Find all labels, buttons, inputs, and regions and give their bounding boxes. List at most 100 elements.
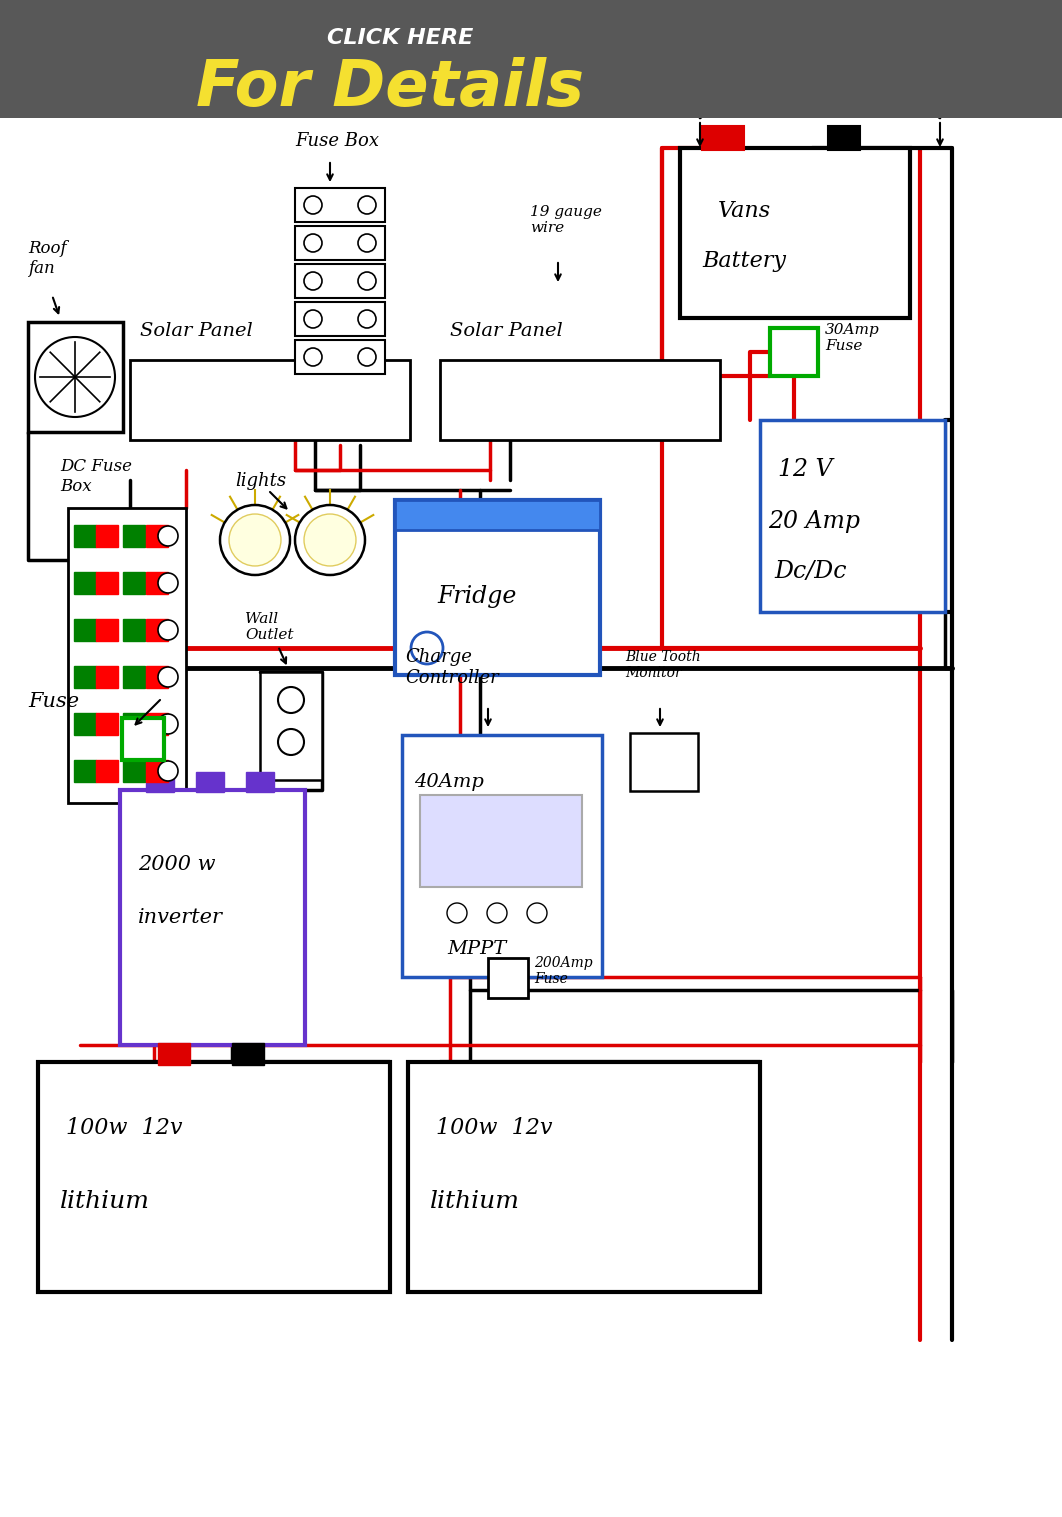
- Bar: [295, 302, 386, 335]
- Bar: [74, 760, 96, 781]
- Bar: [295, 340, 386, 375]
- Bar: [96, 760, 118, 781]
- Text: 200Amp
Fuse: 200Amp Fuse: [534, 956, 593, 986]
- Bar: [196, 772, 224, 792]
- Text: lights: lights: [235, 472, 286, 490]
- Bar: [260, 672, 322, 780]
- Circle shape: [487, 903, 507, 922]
- Circle shape: [304, 347, 322, 366]
- Bar: [295, 188, 386, 221]
- Circle shape: [447, 903, 467, 922]
- Text: 12 V: 12 V: [778, 458, 833, 481]
- Text: Fuse: Fuse: [28, 692, 80, 711]
- Bar: [123, 760, 145, 781]
- Bar: [440, 360, 720, 440]
- Text: 100w  12v: 100w 12v: [436, 1117, 552, 1139]
- Text: 19 gauge
wire: 19 gauge wire: [530, 205, 602, 235]
- Bar: [158, 1044, 190, 1065]
- Bar: [74, 619, 96, 642]
- Text: Solar Panel: Solar Panel: [450, 322, 563, 340]
- Bar: [145, 666, 168, 689]
- Bar: [246, 772, 274, 792]
- Text: lithium: lithium: [59, 1189, 150, 1214]
- Bar: [828, 126, 860, 150]
- Text: Blue Tooth
Monitor: Blue Tooth Monitor: [626, 649, 701, 680]
- Circle shape: [278, 730, 304, 755]
- Text: MPPT: MPPT: [447, 941, 507, 959]
- Text: CLICK HERE: CLICK HERE: [327, 27, 474, 49]
- Text: 100w  12v: 100w 12v: [66, 1117, 183, 1139]
- Text: 2000 w: 2000 w: [138, 856, 216, 874]
- Bar: [96, 713, 118, 736]
- Bar: [130, 360, 410, 440]
- Bar: [395, 501, 600, 529]
- Bar: [702, 126, 744, 150]
- Bar: [395, 501, 600, 675]
- Text: 30Amp
Fuse: 30Amp Fuse: [825, 323, 879, 353]
- Text: Fuse Box: Fuse Box: [295, 132, 379, 150]
- Circle shape: [158, 573, 178, 593]
- Text: Fridge: Fridge: [436, 586, 516, 608]
- Text: inverter: inverter: [138, 909, 223, 927]
- Bar: [145, 760, 168, 781]
- Text: Solar Panel: Solar Panel: [140, 322, 253, 340]
- Bar: [74, 525, 96, 548]
- Bar: [680, 149, 910, 319]
- Bar: [120, 790, 305, 1045]
- Text: Vans: Vans: [718, 200, 771, 221]
- Circle shape: [358, 234, 376, 252]
- Bar: [38, 1062, 390, 1292]
- Text: Dc/Dc: Dc/Dc: [774, 560, 846, 583]
- Bar: [145, 572, 168, 595]
- Bar: [145, 713, 168, 736]
- Bar: [123, 525, 145, 548]
- Circle shape: [158, 715, 178, 734]
- Circle shape: [158, 667, 178, 687]
- Bar: [74, 713, 96, 736]
- Bar: [96, 666, 118, 689]
- Text: 40Amp: 40Amp: [414, 774, 484, 790]
- Circle shape: [358, 196, 376, 214]
- Text: Battery: Battery: [702, 250, 786, 272]
- Bar: [402, 736, 602, 977]
- Bar: [96, 619, 118, 642]
- Bar: [630, 733, 698, 790]
- Circle shape: [304, 514, 356, 566]
- Circle shape: [35, 337, 115, 417]
- Text: Charge
Controller: Charge Controller: [405, 648, 499, 687]
- Bar: [123, 572, 145, 595]
- Bar: [68, 508, 186, 802]
- Circle shape: [304, 196, 322, 214]
- Circle shape: [304, 272, 322, 290]
- Circle shape: [158, 762, 178, 781]
- Bar: [123, 619, 145, 642]
- Circle shape: [358, 309, 376, 328]
- Bar: [408, 1062, 760, 1292]
- Text: Wall
Outlet: Wall Outlet: [245, 611, 293, 642]
- Bar: [96, 525, 118, 548]
- Circle shape: [158, 526, 178, 546]
- Circle shape: [304, 234, 322, 252]
- Bar: [145, 525, 168, 548]
- Bar: [74, 572, 96, 595]
- Circle shape: [278, 687, 304, 713]
- Bar: [123, 713, 145, 736]
- Text: For Details: For Details: [196, 58, 584, 118]
- Text: lithium: lithium: [430, 1189, 520, 1214]
- Circle shape: [220, 505, 290, 575]
- Text: 20 Amp: 20 Amp: [768, 510, 860, 532]
- Circle shape: [158, 620, 178, 640]
- Circle shape: [358, 272, 376, 290]
- Text: 4 gauge wire: 4 gauge wire: [640, 23, 759, 39]
- Bar: [123, 666, 145, 689]
- Circle shape: [304, 309, 322, 328]
- Bar: [145, 772, 174, 792]
- Circle shape: [358, 347, 376, 366]
- Bar: [122, 718, 164, 760]
- Bar: [760, 420, 945, 611]
- Circle shape: [527, 903, 547, 922]
- Bar: [770, 328, 818, 376]
- Text: DC Fuse
Box: DC Fuse Box: [59, 458, 132, 495]
- Bar: [489, 959, 528, 998]
- Bar: [295, 264, 386, 297]
